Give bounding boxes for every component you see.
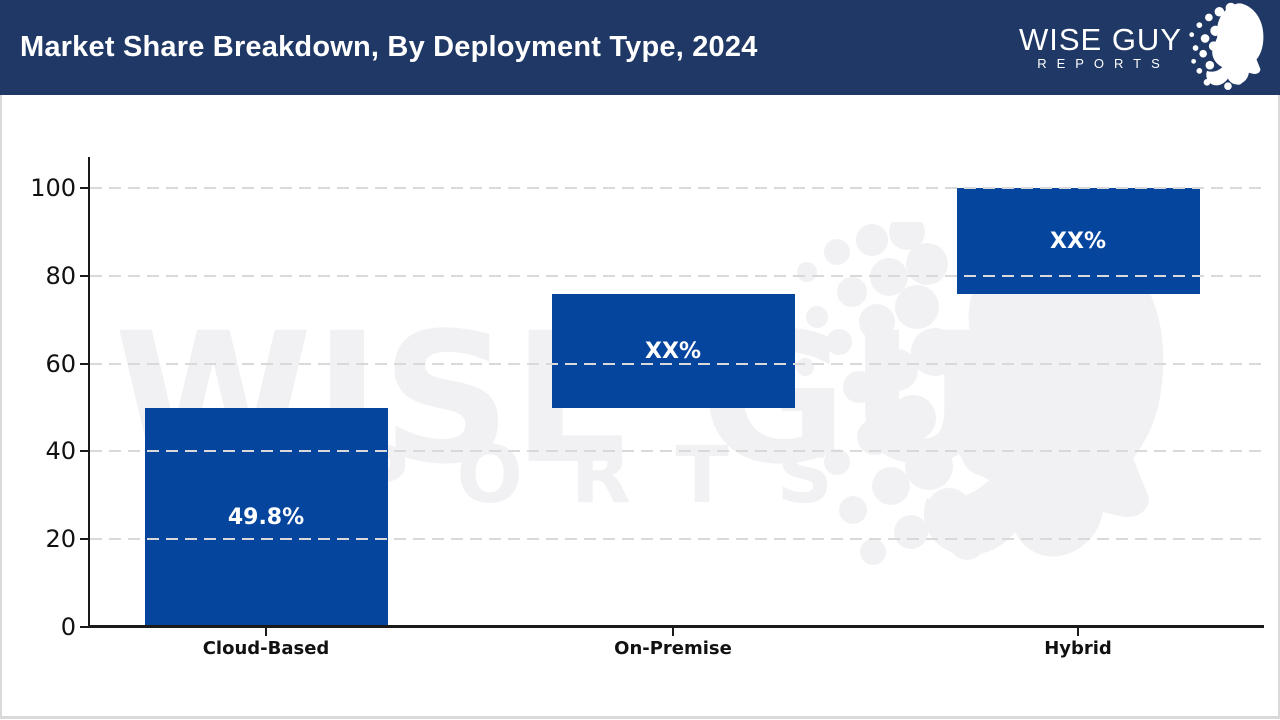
gridline [90, 538, 1264, 541]
y-tick-label: 20 [45, 525, 76, 554]
bar-value-label: 49.8% [227, 505, 305, 531]
page-title: Market Share Breakdown, By Deployment Ty… [20, 31, 758, 63]
logo-wordmark: WISE GUY [1018, 21, 1182, 57]
watermark-face-icon [796, 222, 1164, 565]
y-axis-line [88, 157, 90, 627]
gridline [90, 274, 1264, 277]
logo-subtitle: REPORTS [1037, 56, 1170, 72]
header-bar: Market Share Breakdown, By Deployment Ty… [0, 0, 1280, 95]
gridline [90, 362, 1264, 365]
y-axis-tick [80, 187, 88, 189]
chart-area: WISE GUY REPORTS 49.8%XX%XX%020406080100… [0, 95, 1280, 719]
bar-segment: 49.8% [144, 408, 388, 627]
logo-face-icon [1189, 2, 1264, 90]
y-tick-label: 40 [45, 437, 76, 466]
x-axis-tick [265, 628, 267, 636]
bar-segment: XX% [551, 294, 795, 409]
gridline [90, 450, 1264, 453]
y-axis-tick [80, 362, 88, 365]
x-category-label: On-Premise [614, 638, 732, 659]
y-axis-tick [80, 626, 88, 628]
x-category-label: Cloud-Based [202, 638, 330, 659]
y-axis-tick [80, 274, 88, 277]
x-category-label: Hybrid [1044, 638, 1112, 659]
logo: WISE GUY REPORTS [1019, 0, 1268, 95]
y-tick-label: 80 [45, 261, 76, 290]
x-axis-tick [1077, 628, 1079, 636]
logo-text: WISE GUY REPORTS [1018, 21, 1182, 72]
y-tick-label: 0 [60, 613, 76, 641]
y-tick-label: 60 [45, 349, 76, 378]
bar-segment: XX% [956, 188, 1200, 295]
y-tick-label: 100 [30, 174, 76, 202]
gridline [90, 187, 1264, 189]
y-axis-tick [80, 538, 88, 541]
bar-value-label: XX% [1050, 228, 1106, 254]
x-axis-tick [672, 628, 674, 636]
bar-value-label: XX% [645, 338, 701, 364]
y-axis-tick [80, 450, 88, 453]
x-axis-line [88, 625, 1264, 628]
